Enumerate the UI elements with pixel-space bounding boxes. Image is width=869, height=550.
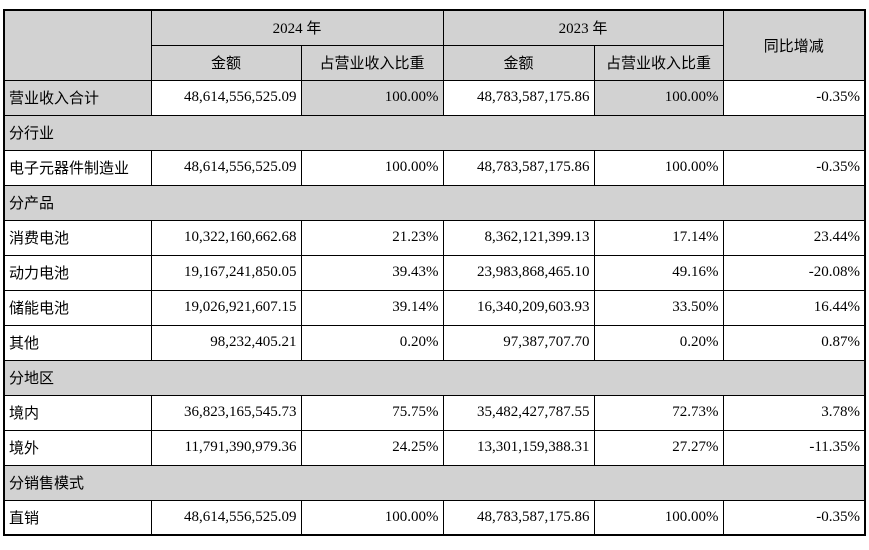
cell-pct2024: 100.00% [300,499,444,536]
cell-amt2023: 13,301,159,388.31 [442,429,595,466]
cell-pct2024: 0.20% [300,324,444,361]
cell-label: 境外 [3,429,152,466]
cell-amt2023: 48,783,587,175.86 [442,499,595,536]
cell-label: 储能电池 [3,289,152,326]
cell-yoy: -20.08% [722,254,866,291]
section-label: 分行业 [3,114,866,151]
section-label: 分销售模式 [3,464,866,501]
table-row: 动力电池 19,167,241,850.05 39.43% 23,983,868,46… [3,254,866,291]
section-label: 分地区 [3,359,866,396]
year-2023-header: 2023 年 [442,9,724,46]
table-row: 境外 11,791,390,979.36 24.25% 13,301,159,388.… [3,429,866,466]
cell-pct2023: 100.00% [593,79,724,116]
table-row: 电子元器件制造业 48,614,556,525.09 100.00% 48,783,5… [3,149,866,186]
cell-yoy: 23.44% [722,219,866,256]
cell-pct2024: 39.43% [300,254,444,291]
amount-2024-header: 金额 [150,44,302,81]
ratio-2023-header: 占营业收入比重 [593,44,724,81]
cell-amt2023: 23,983,868,465.10 [442,254,595,291]
cell-amt2023: 48,783,587,175.86 [442,79,595,116]
cell-label: 电子元器件制造业 [3,149,152,186]
cell-pct2024: 21.23% [300,219,444,256]
cell-amt2023: 97,387,707.70 [442,324,595,361]
header-row-years: 2024 年 2023 年 同比增减 [3,9,866,81]
cell-yoy: 0.87% [722,324,866,361]
table-row: 消费电池 10,322,160,662.68 21.23% 8,362,121,399… [3,219,866,256]
cell-amt2024: 19,026,921,607.15 [150,289,302,326]
header-row-metrics: 金额 占营业收入比重 金额 占营业收入比重 [4,44,865,81]
cell-pct2023: 100.00% [593,499,724,536]
cell-pct2024: 100.00% [300,149,444,186]
cell-yoy: 16.44% [722,289,866,326]
cell-amt2023: 16,340,209,603.93 [442,289,595,326]
cell-amt2024: 19,167,241,850.05 [150,254,302,291]
table-row: 其他 98,232,405.21 0.20% 97,387,707.70 0.20% 0.… [3,324,866,361]
cell-pct2023: 72.73% [593,394,724,431]
table-header: 2024 年 2023 年 同比增减 金额 占营业收入比重 金额 占营业收入比重 [3,9,866,81]
table-row: 储能电池 19,026,921,607.15 39.14% 16,340,209,60… [3,289,866,326]
cell-pct2024: 100.00% [300,79,444,116]
cell-pct2023: 49.16% [593,254,724,291]
cell-amt2023: 35,482,427,787.55 [442,394,595,431]
cell-amt2024: 48,614,556,525.09 [150,149,302,186]
section-row: 分产品 [3,184,866,221]
revenue-breakdown-table: 2024 年 2023 年 同比增减 金额 占营业收入比重 金额 占营业收入比重… [3,9,867,536]
table-row: 营业收入合计 48,614,556,525.09 100.00% 48,783,587… [3,79,866,116]
cell-yoy: -0.35% [722,149,866,186]
cell-pct2023: 0.20% [593,324,724,361]
cell-pct2024: 24.25% [300,429,444,466]
cell-yoy: -0.35% [722,499,866,536]
table-row: 境内 36,823,165,545.73 75.75% 35,482,427,787.… [3,394,866,431]
ratio-2024-header: 占营业收入比重 [300,44,444,81]
section-row: 分行业 [3,114,866,151]
cell-amt2024: 98,232,405.21 [150,324,302,361]
cell-yoy: -11.35% [722,429,866,466]
section-row: 分地区 [3,359,866,396]
cell-label: 消费电池 [3,219,152,256]
cell-label: 直销 [3,499,152,536]
cell-amt2024: 36,823,165,545.73 [150,394,302,431]
cell-label: 动力电池 [3,254,152,291]
cell-pct2023: 100.00% [593,149,724,186]
section-row: 分销售模式 [3,464,866,501]
cell-amt2024: 48,614,556,525.09 [150,499,302,536]
table-row: 直销 48,614,556,525.09 100.00% 48,783,587,175… [3,499,866,536]
cell-yoy: -0.35% [722,79,866,116]
amount-2023-header: 金额 [442,44,595,81]
cell-pct2024: 75.75% [300,394,444,431]
cell-amt2024: 48,614,556,525.09 [150,79,302,116]
cell-amt2023: 8,362,121,399.13 [442,219,595,256]
cell-amt2024: 10,322,160,662.68 [150,219,302,256]
cell-label: 境内 [3,394,152,431]
yoy-header: 同比增减 [722,9,866,81]
cell-pct2024: 39.14% [300,289,444,326]
cell-pct2023: 27.27% [593,429,724,466]
cell-amt2024: 11,791,390,979.36 [150,429,302,466]
corner-cell [3,9,152,81]
cell-pct2023: 33.50% [593,289,724,326]
cell-pct2023: 17.14% [593,219,724,256]
cell-amt2023: 48,783,587,175.86 [442,149,595,186]
section-label: 分产品 [3,184,866,221]
cell-yoy: 3.78% [722,394,866,431]
cell-label: 营业收入合计 [3,79,152,116]
cell-label: 其他 [3,324,152,361]
table-body: 营业收入合计 48,614,556,525.09 100.00% 48,783,587… [3,79,866,536]
year-2024-header: 2024 年 [150,9,444,46]
